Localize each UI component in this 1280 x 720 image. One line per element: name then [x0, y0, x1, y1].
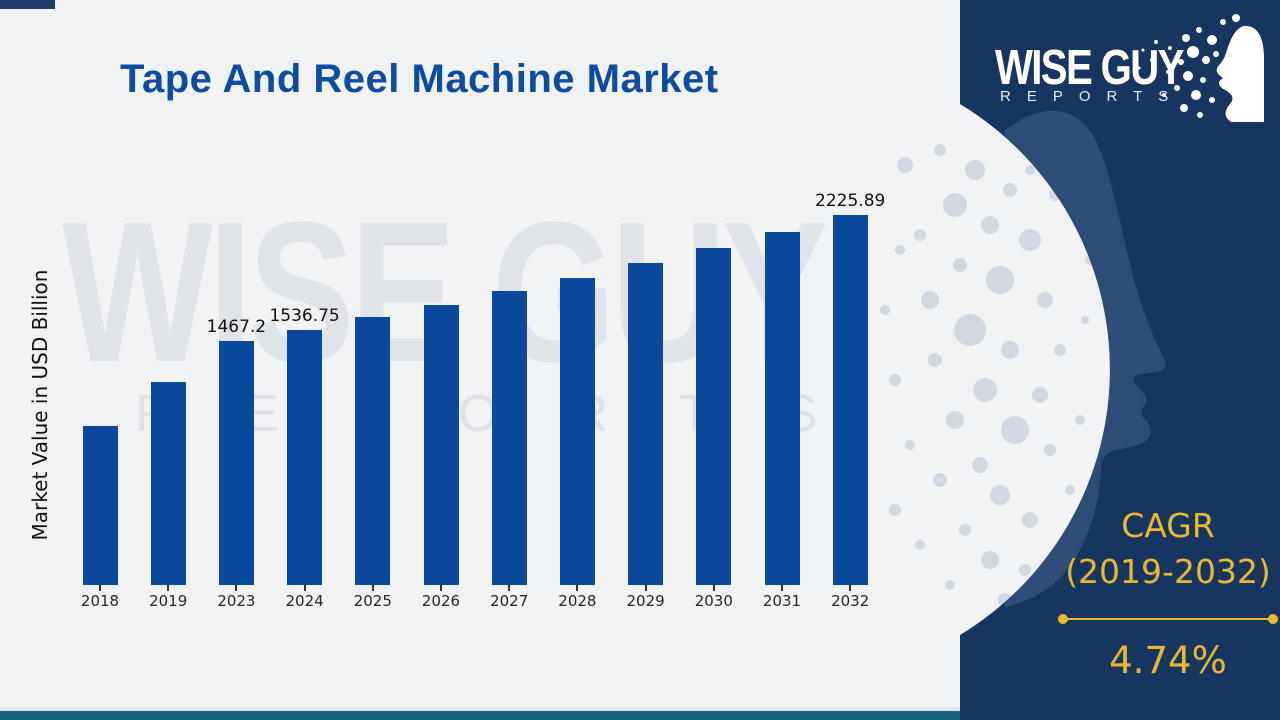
cagr-value: 4.74%: [1109, 639, 1227, 683]
page-title: Tape And Reel Machine Market: [120, 56, 719, 101]
cagr-divider-rule: [1062, 618, 1274, 621]
x-tick-label-2029: 2029: [626, 592, 665, 610]
x-tick-label-2032: 2032: [831, 592, 870, 610]
cagr-range: (2019-2032): [1065, 551, 1271, 591]
x-tick: [712, 585, 715, 591]
x-tick-label-2018: 2018: [80, 592, 120, 610]
cagr-divider-right-dot: [1268, 614, 1278, 625]
x-tick-label-2026: 2026: [421, 592, 461, 610]
bar-2025: [355, 317, 391, 585]
x-tick-label-2031: 2031: [762, 592, 802, 610]
cagr-block: CAGR (2019-2032) 4.74%: [1050, 506, 1280, 684]
bar-2031: [764, 232, 800, 585]
x-tick: [644, 585, 647, 591]
bar-value-label-2024: 1536.75: [269, 306, 340, 326]
x-tick: [781, 585, 783, 591]
bar-2024: [287, 330, 323, 585]
bar-2032: [832, 215, 868, 585]
bar-2026: [423, 305, 459, 585]
logo-reports-text: REPORTS: [1000, 88, 1185, 105]
x-tick-label-2028: 2028: [558, 592, 597, 610]
x-tick-label-2027: 2027: [490, 592, 529, 610]
bar-value-label-2023: 1467.2: [206, 317, 267, 337]
bar-2030: [696, 248, 732, 585]
x-tick-label-2025: 2025: [353, 592, 392, 610]
bottom-teal-strip: [0, 711, 1280, 720]
x-tick-label-2030: 2030: [694, 592, 733, 610]
bar-2023: [218, 341, 254, 585]
x-tick: [576, 585, 579, 591]
bar-value-label-2032: 2225.89: [815, 191, 886, 211]
bar-2019: [150, 382, 186, 585]
x-tick: [235, 585, 238, 591]
top-left-navy-chip: [0, 0, 55, 9]
bar-2018: [82, 426, 118, 585]
x-tick: [371, 585, 374, 591]
cagr-divider: [1058, 613, 1278, 625]
x-tick-label-2024: 2024: [285, 592, 324, 610]
x-tick: [440, 585, 442, 591]
x-tick: [167, 585, 170, 591]
x-tick-label-2023: 2023: [217, 592, 256, 610]
bar-2028: [559, 278, 595, 585]
bottom-light-strip: [0, 707, 1280, 711]
x-tick: [849, 585, 852, 591]
cagr-heading: CAGR: [1121, 506, 1215, 545]
x-tick-label-2019: 2019: [149, 592, 188, 610]
bar-2027: [491, 291, 527, 585]
x-tick: [508, 585, 511, 591]
logo-wiseguy-text: WISE GUY: [995, 41, 1184, 95]
x-tick: [303, 585, 306, 591]
bar-2029: [628, 263, 664, 585]
x-tick: [99, 585, 101, 591]
